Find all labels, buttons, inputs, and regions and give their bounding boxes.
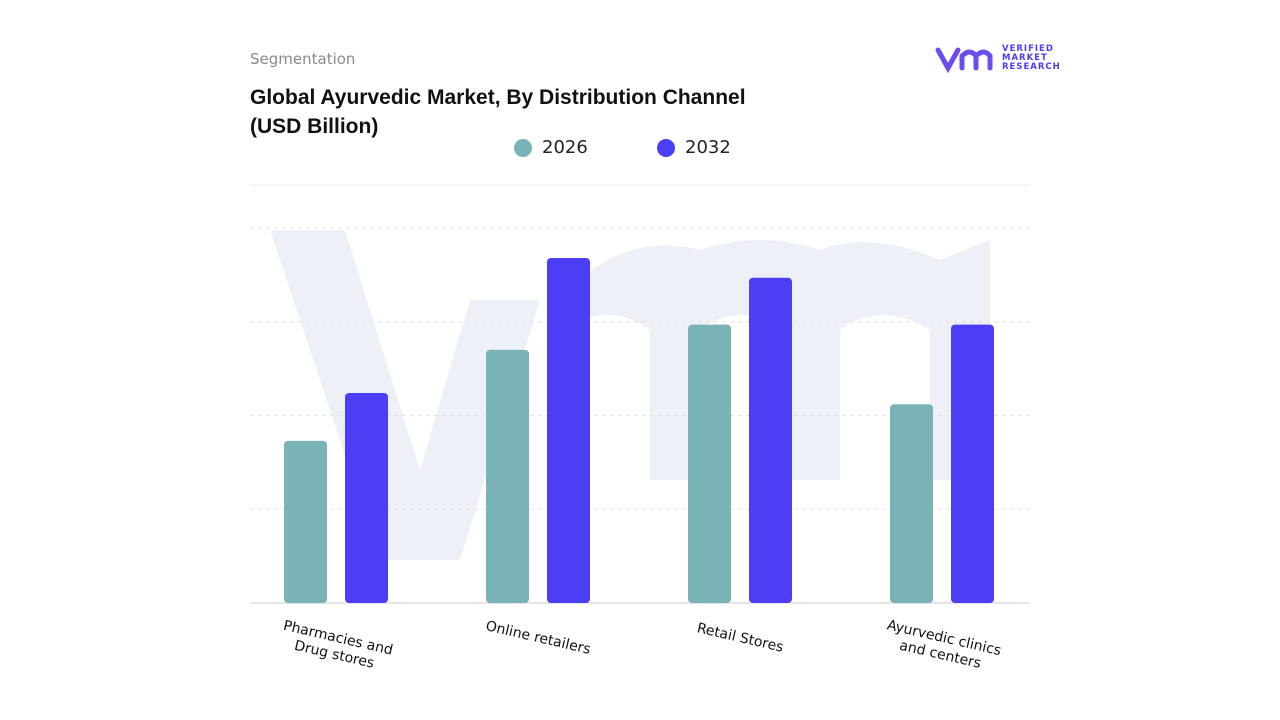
logo-text: VERIFIED MARKET RESEARCH xyxy=(1002,44,1061,72)
legend-swatch xyxy=(514,139,532,157)
bar xyxy=(486,349,529,603)
legend-label: 2026 xyxy=(542,137,588,158)
section-label: Segmentation xyxy=(250,50,356,68)
bar xyxy=(688,324,731,603)
bar xyxy=(284,440,327,603)
bar xyxy=(890,404,933,603)
legend-label: 2032 xyxy=(685,137,731,158)
legend-swatch xyxy=(657,139,675,157)
watermark xyxy=(270,230,990,560)
bar xyxy=(951,324,994,603)
logo-mark xyxy=(935,47,993,74)
chart-title: Global Ayurvedic Market, By Distribution… xyxy=(250,86,746,138)
bar xyxy=(345,393,388,603)
bar xyxy=(749,277,792,603)
bar xyxy=(547,258,590,603)
